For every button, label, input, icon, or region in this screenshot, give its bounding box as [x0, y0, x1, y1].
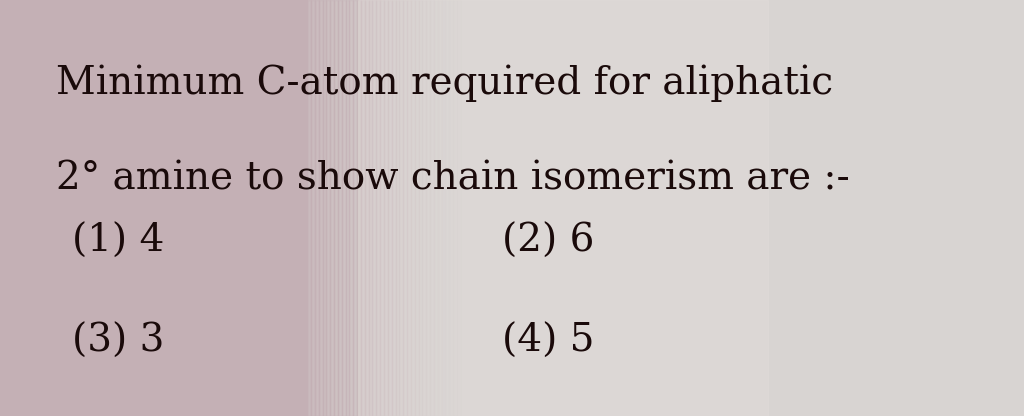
Bar	[307, 0, 311, 416]
Bar	[358, 0, 768, 416]
Bar	[391, 0, 395, 416]
Bar	[338, 0, 342, 416]
Bar	[330, 0, 334, 416]
Bar	[457, 0, 461, 416]
Bar	[369, 0, 373, 416]
Bar	[426, 0, 430, 416]
Bar	[441, 0, 445, 416]
Bar	[345, 0, 349, 416]
Bar	[434, 0, 437, 416]
Bar	[415, 0, 419, 416]
Bar	[349, 0, 353, 416]
Bar	[419, 0, 422, 416]
Bar	[407, 0, 411, 416]
Bar	[411, 0, 415, 416]
Bar	[318, 0, 323, 416]
Bar	[311, 0, 314, 416]
Text: Minimum C-atom required for aliphatic: Minimum C-atom required for aliphatic	[56, 64, 834, 102]
Bar	[334, 0, 338, 416]
Bar	[373, 0, 377, 416]
Bar	[430, 0, 434, 416]
Bar	[342, 0, 345, 416]
Text: (2) 6: (2) 6	[502, 223, 594, 260]
Bar	[388, 0, 391, 416]
Bar	[380, 0, 384, 416]
Text: (1) 4: (1) 4	[72, 223, 164, 260]
Bar	[323, 0, 327, 416]
Text: 2° amine to show chain isomerism are :-: 2° amine to show chain isomerism are :-	[56, 161, 850, 197]
Bar	[422, 0, 426, 416]
Bar	[353, 0, 357, 416]
Bar	[377, 0, 380, 416]
Bar	[315, 0, 318, 416]
Bar	[395, 0, 399, 416]
Text: (3) 3: (3) 3	[72, 323, 164, 359]
Bar	[365, 0, 369, 416]
Bar	[438, 0, 441, 416]
Bar	[445, 0, 450, 416]
Bar	[403, 0, 407, 416]
Bar	[384, 0, 388, 416]
Text: (4) 5: (4) 5	[502, 323, 594, 359]
Bar	[0, 0, 307, 416]
Bar	[399, 0, 403, 416]
Bar	[453, 0, 457, 416]
Bar	[450, 0, 453, 416]
Bar	[327, 0, 330, 416]
Bar	[360, 0, 365, 416]
Bar	[357, 0, 360, 416]
